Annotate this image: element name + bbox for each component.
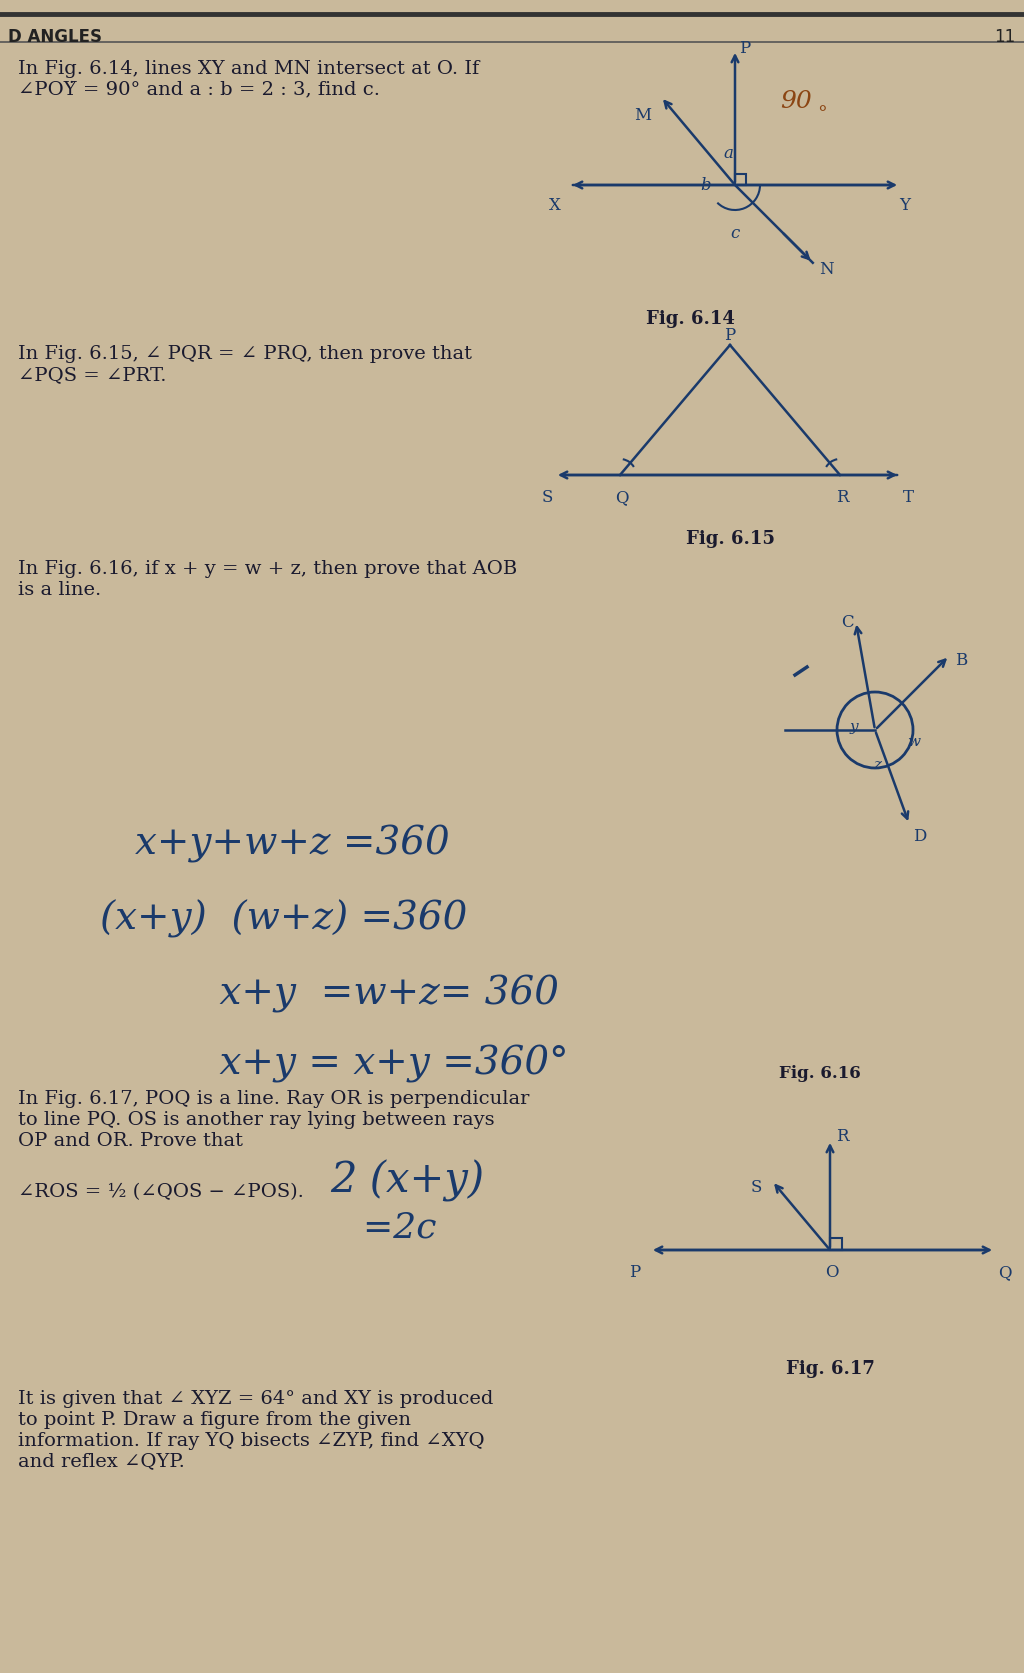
Text: y: y: [850, 719, 859, 734]
Text: Fig. 6.17: Fig. 6.17: [785, 1360, 874, 1379]
Text: x+y = x+y =360°: x+y = x+y =360°: [170, 1046, 568, 1082]
Text: In Fig. 6.17, POQ is a line. Ray OR is perpendicular
to line PQ. OS is another r: In Fig. 6.17, POQ is a line. Ray OR is p…: [18, 1091, 529, 1149]
Text: P: P: [630, 1265, 641, 1282]
Text: a: a: [723, 146, 733, 162]
Text: x+y  =w+z= 360: x+y =w+z= 360: [170, 975, 559, 1012]
Text: Fig. 6.15: Fig. 6.15: [685, 530, 774, 549]
Text: It is given that ∠ XYZ = 64° and XY is produced
to point P. Draw a figure from t: It is given that ∠ XYZ = 64° and XY is p…: [18, 1390, 494, 1471]
Text: Y: Y: [899, 197, 910, 214]
Text: N: N: [819, 261, 834, 278]
Text: S: S: [542, 489, 553, 505]
Text: =2c: =2c: [340, 1210, 436, 1245]
Text: O: O: [825, 1265, 839, 1282]
Text: x+y+w+z =360: x+y+w+z =360: [135, 825, 450, 863]
Text: w: w: [907, 734, 920, 750]
Text: B: B: [955, 652, 968, 669]
Text: S: S: [751, 1179, 762, 1196]
Text: R: R: [836, 489, 848, 505]
Text: M: M: [635, 107, 651, 124]
Text: P: P: [724, 326, 735, 345]
Bar: [830, 1238, 842, 1250]
Text: z: z: [873, 758, 881, 771]
Text: D ANGLES: D ANGLES: [8, 28, 102, 45]
Text: X: X: [549, 197, 561, 214]
Text: (x+y)  (w+z) =360: (x+y) (w+z) =360: [100, 900, 467, 939]
Text: In Fig. 6.16, if x + y = w + z, then prove that AOB
is a line.: In Fig. 6.16, if x + y = w + z, then pro…: [18, 560, 517, 599]
Text: In Fig. 6.15, ∠ PQR = ∠ PRQ, then prove that
∠PQS = ∠PRT.: In Fig. 6.15, ∠ PQR = ∠ PRQ, then prove …: [18, 345, 472, 383]
Text: R: R: [836, 1128, 849, 1144]
Text: c: c: [730, 224, 739, 243]
Text: Fig. 6.16: Fig. 6.16: [779, 1066, 861, 1082]
Text: In Fig. 6.14, lines XY and MN intersect at O. If
∠POẎ = 90° and a : b = 2 : 3, : In Fig. 6.14, lines XY and MN intersect …: [18, 60, 479, 99]
Text: Q: Q: [998, 1265, 1012, 1282]
Text: C: C: [842, 614, 854, 631]
Text: 2 (x+y): 2 (x+y): [330, 1159, 484, 1203]
Text: °: °: [817, 105, 826, 124]
Text: Fig. 6.14: Fig. 6.14: [645, 310, 734, 328]
Text: T: T: [902, 489, 913, 505]
Text: Q: Q: [615, 489, 629, 505]
Text: ∠ROS = ½ (∠QOS − ∠POS).: ∠ROS = ½ (∠QOS − ∠POS).: [18, 1183, 304, 1201]
Text: D: D: [913, 828, 927, 845]
Text: 11: 11: [993, 28, 1015, 45]
Text: P: P: [739, 40, 751, 57]
Text: b: b: [700, 177, 711, 194]
Bar: [735, 174, 746, 186]
Text: 90: 90: [780, 90, 812, 114]
